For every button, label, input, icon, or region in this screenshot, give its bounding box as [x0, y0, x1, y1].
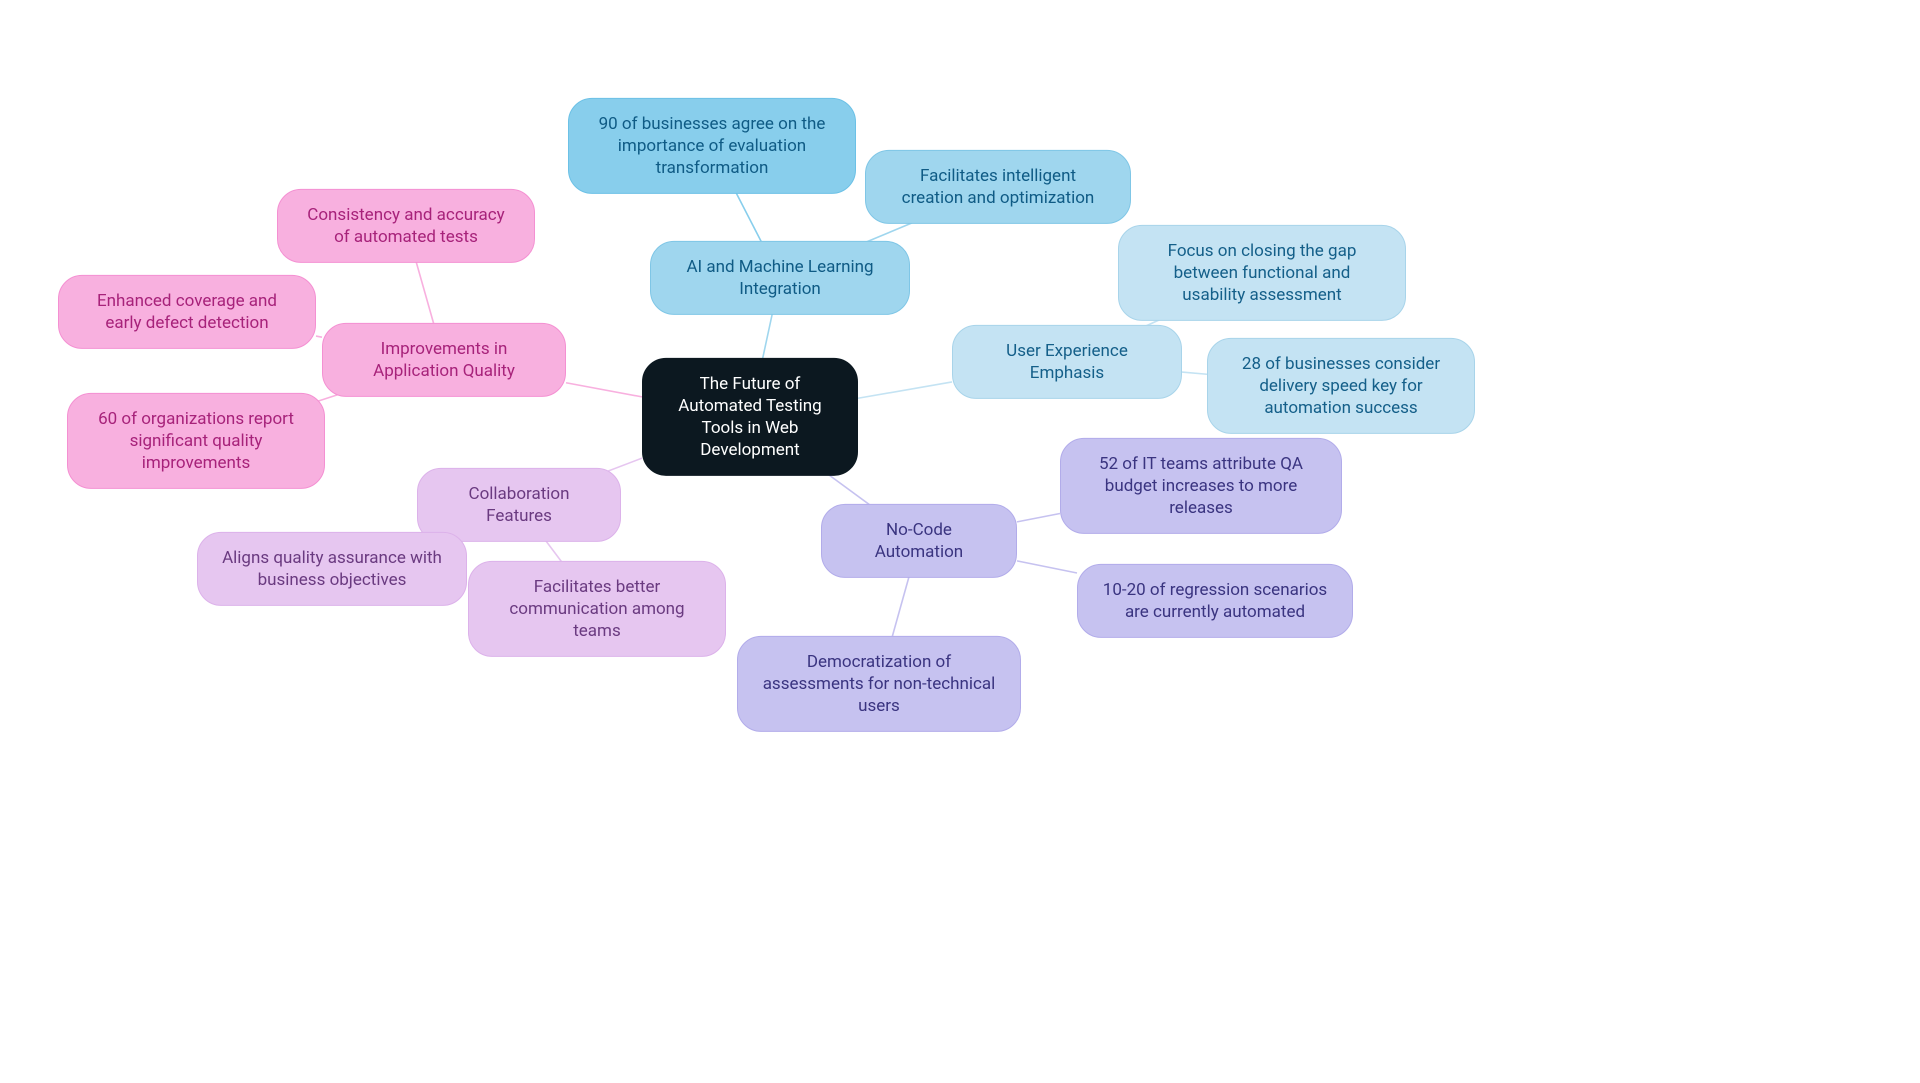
edge-center-to-ux_main [858, 382, 952, 398]
edge-center-to-quality_main [566, 383, 642, 397]
mindmap-node-ux_main: User Experience Emphasis [952, 325, 1182, 399]
mindmap-node-ai_sub2: Facilitates intelligent creation and opt… [865, 150, 1131, 224]
mindmap-node-collab_sub2: Facilitates better communication among t… [468, 561, 726, 657]
mindmap-node-ux_sub1: Focus on closing the gap between functio… [1118, 225, 1406, 321]
edge-nocode_main-to-nocode_sub1 [1017, 514, 1060, 522]
mindmap-node-nocode_sub2: 10-20 of regression scenarios are curren… [1077, 564, 1353, 638]
edge-quality_main-to-quality_sub2 [316, 336, 322, 337]
mindmap-node-quality_sub2: Enhanced coverage and early defect detec… [58, 275, 316, 349]
mindmap-node-nocode_main: No-Code Automation [821, 504, 1017, 578]
mindmap-node-quality_sub1: Consistency and accuracy of automated te… [277, 189, 535, 263]
mindmap-node-ux_sub2: 28 of businesses consider delivery speed… [1207, 338, 1475, 434]
mindmap-node-collab_sub1: Aligns quality assurance with business o… [197, 532, 467, 606]
mindmap-node-collab_main: Collaboration Features [417, 468, 621, 542]
edge-ai_main-to-ai_sub1 [733, 187, 764, 248]
mindmap-node-ai_main: AI and Machine Learning Integration [650, 241, 910, 315]
mindmap-node-quality_sub3: 60 of organizations report significant q… [67, 393, 325, 489]
edge-nocode_main-to-nocode_sub2 [1017, 561, 1077, 573]
mindmap-node-nocode_sub3: Democratization of assessments for non-t… [737, 636, 1021, 732]
edge-quality_main-to-quality_sub1 [415, 257, 435, 329]
mindmap-node-center: The Future of Automated Testing Tools in… [642, 358, 858, 476]
mindmap-node-nocode_sub1: 52 of IT teams attribute QA budget incre… [1060, 438, 1342, 534]
mindmap-node-quality_main: Improvements in Application Quality [322, 323, 566, 397]
mindmap-node-ai_sub1: 90 of businesses agree on the importance… [568, 98, 856, 194]
edge-ux_main-to-ux_sub2 [1182, 372, 1207, 374]
